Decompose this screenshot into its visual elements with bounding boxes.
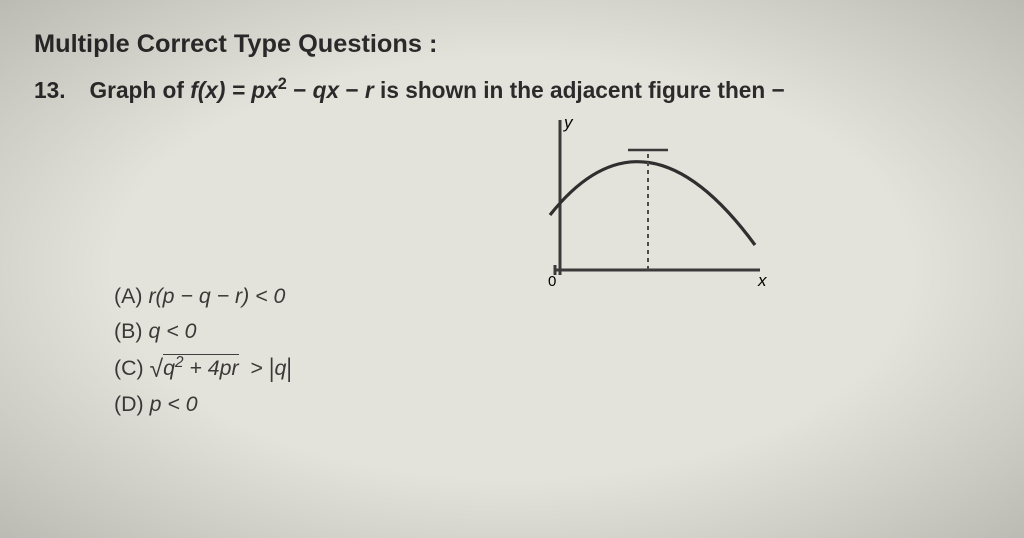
option-a[interactable]: (A) r(p − q − r) < 0 [114, 284, 990, 309]
option-a-r: r [148, 284, 155, 308]
q-minus2: − [345, 77, 365, 103]
q-x2-base: x [265, 77, 278, 103]
graph-svg: y x 0 [520, 110, 770, 300]
radical-sign: √ [150, 356, 163, 383]
option-b[interactable]: (B) q < 0 [114, 319, 990, 344]
option-d[interactable]: (D) p < 0 [114, 392, 990, 417]
parabola-curve [550, 162, 755, 245]
option-c-expr: √q2 + 4pr > |q| [150, 354, 292, 382]
q-x: x [326, 77, 339, 103]
q-x2-exp: 2 [278, 75, 287, 93]
q-r: r [365, 77, 374, 103]
option-a-rest: (p − q − r) < 0 [156, 284, 286, 308]
q-p: p [251, 77, 265, 103]
rad-q: q [163, 356, 175, 380]
option-c-after: > |q| [245, 356, 292, 380]
question-number: 13. [34, 77, 66, 104]
radicand: q2 + 4pr [163, 354, 239, 381]
question-text: Graph of f(x) = px2 − qx − r is shown in… [90, 77, 785, 104]
y-axis-label: y [563, 113, 574, 132]
page: Multiple Correct Type Questions : 13. Gr… [0, 0, 1024, 538]
graph-figure: y x 0 [520, 110, 770, 305]
option-b-label: (B) [114, 319, 142, 344]
q-suffix: is shown in the adjacent figure then − [380, 77, 785, 103]
option-b-text: q < 0 [148, 319, 196, 344]
option-a-label: (A) [114, 284, 142, 309]
q-minus1: − [293, 77, 313, 103]
q-q: q [313, 77, 327, 103]
options-list: (A) r(p − q − r) < 0 (B) q < 0 (C) √q2 +… [114, 284, 990, 417]
q-prefix: Graph of [90, 77, 191, 103]
option-c-label: (C) [114, 356, 144, 381]
option-c[interactable]: (C) √q2 + 4pr > |q| [114, 354, 990, 382]
rad-exp: 2 [175, 354, 184, 371]
option-d-text: p < 0 [150, 392, 198, 417]
option-a-text: r(p − q − r) < 0 [148, 284, 285, 309]
rad-rest: + 4pr [184, 356, 239, 380]
section-title: Multiple Correct Type Questions : [34, 30, 990, 59]
q-func-lhs: f(x) = [190, 77, 251, 103]
option-d-label: (D) [114, 392, 144, 417]
question-row: 13. Graph of f(x) = px2 − qx − r is show… [34, 77, 990, 104]
